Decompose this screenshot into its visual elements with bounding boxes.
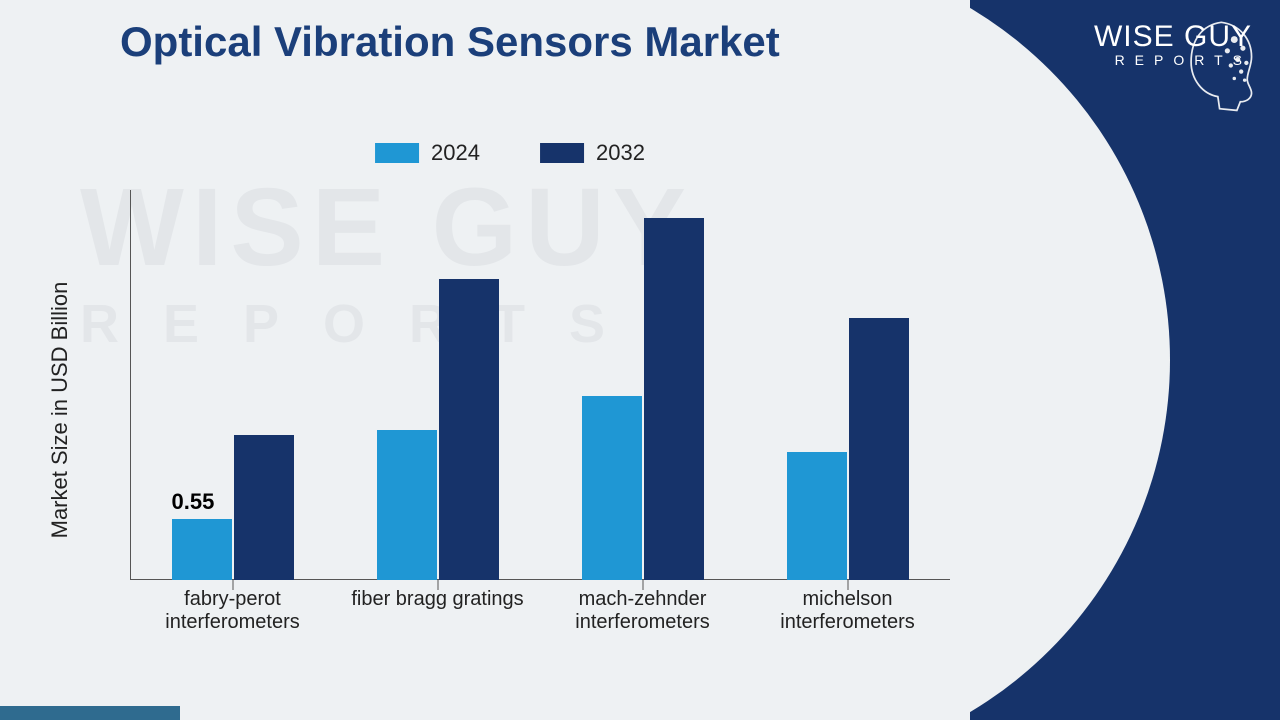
bar (787, 452, 847, 580)
category-labels: fabry-perot interferometersfiber bragg g… (130, 580, 950, 680)
category-label: fiber bragg gratings (348, 580, 528, 680)
category-label: mach-zehnder interferometers (553, 580, 733, 680)
bar (234, 435, 294, 580)
brand-logo: WISE GUY REPORTS (1094, 20, 1252, 68)
bar-value-label: 0.55 (172, 489, 215, 515)
page-title: Optical Vibration Sensors Market (120, 18, 780, 66)
category-label: fabry-perot interferometers (143, 580, 323, 680)
page: Optical Vibration Sensors Market WISE GU… (0, 0, 1280, 720)
bar (377, 430, 437, 580)
legend-swatch (540, 143, 584, 163)
bar (582, 396, 642, 580)
bar-group (582, 218, 704, 580)
category-label: michelson interferometers (758, 580, 938, 680)
bar (172, 519, 232, 580)
legend: 2024 2032 (375, 140, 645, 166)
legend-label: 2032 (596, 140, 645, 166)
bar-group (787, 318, 909, 580)
bar-chart: 20242032 Market Size in USD Billion 0.55… (70, 140, 950, 680)
logo-line1: WISE GUY (1094, 20, 1252, 54)
plot-area: 0.55 (130, 190, 950, 580)
bar-group (377, 279, 499, 580)
bar (644, 218, 704, 580)
bar (439, 279, 499, 580)
logo-line2: REPORTS (1094, 52, 1252, 68)
bar (849, 318, 909, 580)
bottom-accent-bar (0, 706, 180, 720)
legend-item: 2032 (540, 140, 645, 166)
bar-group: 0.55 (172, 435, 294, 580)
y-axis-label: Market Size in USD Billion (47, 282, 73, 539)
legend-item: 2024 (375, 140, 480, 166)
legend-label: 2024 (431, 140, 480, 166)
legend-swatch (375, 143, 419, 163)
bar-groups: 0.55 (130, 190, 950, 580)
